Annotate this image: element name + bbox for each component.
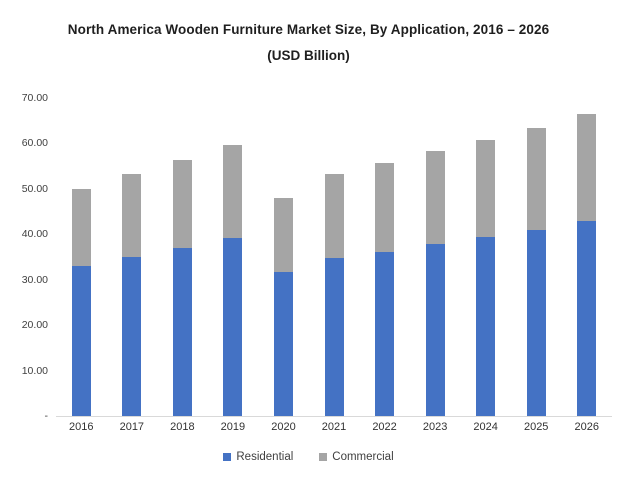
y-tick-label: 50.00 [21,183,48,195]
legend-swatch-icon-residential [223,453,232,461]
bar-segment-commercial-2023 [425,151,445,244]
x-axis: 2016 2017 2018 2019 2020 2021 2022 2023 2024 2025… [56,421,612,433]
y-tick-label: 20.00 [21,319,48,331]
bar-column-2022 [359,98,410,416]
bar-column-2018 [157,98,208,416]
bar-segment-residential-2021 [324,258,344,416]
bar-stack-2019 [223,145,243,416]
bar-stack-2017 [122,174,142,416]
x-tick-label-2024: 2024 [473,421,498,433]
y-tick-label: 60.00 [21,137,48,149]
bar-stack-2023 [425,151,445,416]
bar-segment-residential-2019 [223,238,243,416]
x-tick-label-2017: 2017 [119,421,145,433]
bar-column-2020 [258,98,309,416]
bar-segment-residential-2023 [425,244,445,416]
bar-segment-commercial-2021 [324,174,344,258]
bar-segment-residential-2020 [273,272,293,416]
bar-segment-commercial-2019 [223,145,243,238]
bar-segment-commercial-2022 [375,163,395,252]
legend-item-commercial: Commercial [319,451,394,463]
bar-column-2021 [309,98,360,416]
bar-column-2019 [208,98,259,416]
bar-segment-commercial-2017 [122,174,142,257]
x-tick-label-2023: 2023 [422,421,448,433]
x-tick-label-2025: 2025 [523,421,549,433]
bar-column-2017 [107,98,158,416]
bar-column-2026 [561,98,612,416]
bar-stack-2026 [577,114,597,416]
bar-segment-residential-2025 [526,230,546,416]
bar-column-2025 [511,98,562,416]
bar-column-2016 [56,98,107,416]
x-tick-label-2018: 2018 [170,421,195,433]
legend-label-residential: Residential [236,451,294,463]
chart-legend: Residential Commercial [0,451,617,463]
bar-column-2023 [410,98,461,416]
bar-stack-2022 [375,163,395,416]
bar-segment-residential-2024 [476,237,496,416]
chart-subtitle: (USD Billion) [267,48,350,63]
bar-stack-2024 [476,140,496,416]
bar-stack-2018 [172,160,192,416]
y-tick-label: 30.00 [21,274,48,286]
bar-segment-commercial-2020 [273,198,293,272]
bar-segment-commercial-2016 [71,189,91,266]
x-tick-label-2022: 2022 [372,421,397,433]
bar-segment-residential-2022 [375,252,395,416]
bar-stack-2021 [324,174,344,416]
bar-segment-commercial-2025 [526,128,546,230]
y-tick-label: 40.00 [21,228,48,240]
bar-segment-residential-2026 [577,221,597,416]
bar-segment-residential-2017 [122,257,142,416]
bar-segment-commercial-2024 [476,140,496,237]
x-tick-label-2026: 2026 [574,421,599,433]
bar-segment-residential-2016 [71,266,91,416]
bar-segment-commercial-2026 [577,114,597,221]
y-tick-label: 10.00 [21,365,48,377]
plot-area [56,98,612,417]
x-tick-label-2020: 2020 [271,421,296,433]
chart-title: North America Wooden Furniture Market Si… [67,22,550,37]
y-tick-label: 70.00 [21,92,48,104]
bar-stack-2020 [273,198,293,416]
legend-label-commercial: Commercial [332,451,394,463]
y-axis: 70.00 60.00 50.00 40.00 30.00 20.00 10.00 - [0,0,48,482]
x-tick-label-2019: 2019 [220,421,246,433]
x-tick-label-2016: 2016 [69,421,94,433]
legend-swatch-icon-commercial [319,453,328,461]
bar-column-2024 [460,98,511,416]
bar-segment-commercial-2018 [172,160,192,248]
x-tick-label-2021: 2021 [321,421,347,433]
y-tick-label: - [44,410,49,422]
bar-segment-residential-2018 [172,248,192,416]
bar-stack-2025 [526,128,546,416]
legend-item-residential: Residential [223,451,293,463]
bar-stack-2016 [71,189,91,416]
